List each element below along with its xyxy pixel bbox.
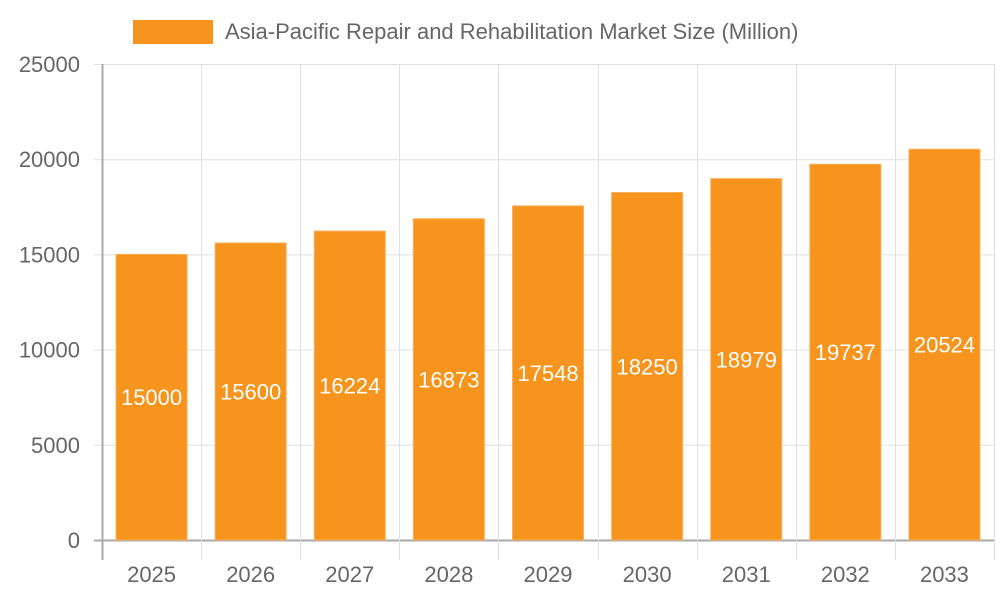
legend-label: Asia-Pacific Repair and Rehabilitation M… [225, 19, 799, 44]
bar-2028[interactable] [412, 218, 485, 541]
bar-value-label: 19737 [815, 340, 876, 365]
bar-2029[interactable] [512, 205, 584, 541]
bar-value-label: 18250 [617, 354, 678, 379]
y-tick-label: 15000 [19, 242, 80, 267]
bar-2033[interactable] [908, 148, 981, 541]
y-tick-label: 25000 [19, 52, 80, 77]
x-tick-label: 2026 [226, 562, 275, 587]
bar-value-label: 15600 [220, 379, 281, 404]
y-tick-label: 0 [68, 528, 80, 553]
bar-2030[interactable] [611, 192, 684, 541]
bar-2026[interactable] [214, 242, 287, 541]
x-tick-label: 2031 [722, 562, 771, 587]
bar-2025[interactable] [115, 253, 188, 541]
x-tick-label: 2028 [424, 562, 473, 587]
bar-2032[interactable] [809, 163, 882, 541]
y-tick-label: 10000 [19, 338, 80, 363]
x-tick-label: 2027 [325, 562, 374, 587]
x-tick-label: 2030 [623, 562, 672, 587]
bar-value-label: 18979 [716, 347, 777, 372]
bar-value-label: 15000 [121, 385, 182, 410]
x-tick-label: 2025 [127, 562, 176, 587]
bar-2031[interactable] [710, 178, 783, 541]
x-tick-label: 2033 [920, 562, 969, 587]
bar-value-label: 20524 [914, 333, 975, 358]
chart-legend[interactable]: Asia-Pacific Repair and Rehabilitation M… [133, 19, 798, 45]
y-tick-label: 20000 [19, 147, 80, 172]
x-tick-label: 2032 [821, 562, 870, 587]
bar-value-label: 16224 [319, 374, 380, 399]
x-tick-label: 2029 [524, 562, 573, 587]
legend-swatch [133, 20, 213, 44]
y-tick-label: 5000 [31, 433, 80, 458]
bar-value-label: 16873 [418, 367, 479, 392]
bar-2027[interactable] [313, 230, 386, 541]
bar-value-label: 17548 [517, 361, 578, 386]
